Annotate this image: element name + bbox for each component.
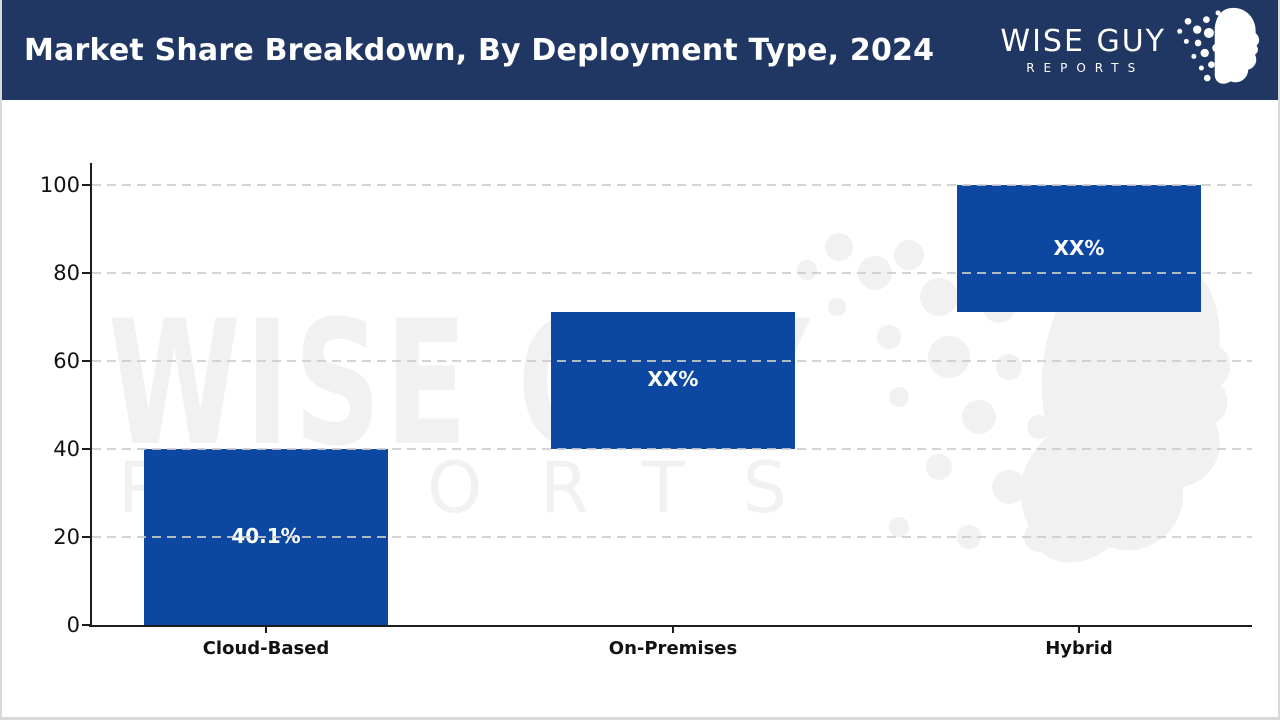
logo-text: WISE GUY REPORTS	[1000, 23, 1166, 75]
x-tick-mark	[672, 627, 674, 633]
bar-hybrid: XX%	[957, 185, 1201, 313]
gridline	[92, 448, 1252, 450]
y-tick-label: 20	[53, 525, 80, 549]
y-tick-mark	[82, 360, 90, 362]
y-tick-label: 40	[53, 437, 80, 461]
y-tick-mark	[82, 272, 90, 274]
bar-value-label: 40.1%	[231, 523, 301, 548]
gridline	[92, 184, 1252, 186]
wise-guy-logo: WISE GUY REPORTS	[1000, 5, 1264, 95]
logo-face-icon	[1168, 5, 1264, 95]
bar-on-premises: XX%	[551, 312, 795, 449]
x-tick-mark	[1078, 627, 1080, 633]
y-tick-label: 60	[53, 349, 80, 373]
x-category-label: Cloud-Based	[202, 638, 330, 659]
gridline	[92, 272, 1252, 274]
x-category-label: Hybrid	[1045, 638, 1113, 659]
y-tick-mark	[82, 448, 90, 450]
y-tick-label: 80	[53, 261, 80, 285]
bar-value-label: XX%	[647, 367, 699, 392]
logo-subtitle: REPORTS	[1026, 60, 1145, 75]
y-tick-mark	[82, 624, 90, 626]
bar-value-label: XX%	[1053, 235, 1105, 260]
logo-wordmark: WISE GUY	[1000, 23, 1166, 59]
y-tick-label: 100	[39, 173, 80, 197]
x-axis-spine	[89, 625, 1252, 627]
y-tick-mark	[82, 184, 90, 186]
page-title: Market Share Breakdown, By Deployment Ty…	[24, 32, 935, 68]
gridline	[92, 536, 1252, 538]
gridline	[92, 360, 1252, 362]
y-tick-label: 0	[66, 613, 80, 637]
x-tick-mark	[265, 627, 267, 633]
y-tick-mark	[82, 536, 90, 538]
x-category-label: On-Premises	[608, 638, 738, 659]
header-bar: Market Share Breakdown, By Deployment Ty…	[2, 0, 1278, 100]
y-axis-spine	[90, 163, 92, 627]
